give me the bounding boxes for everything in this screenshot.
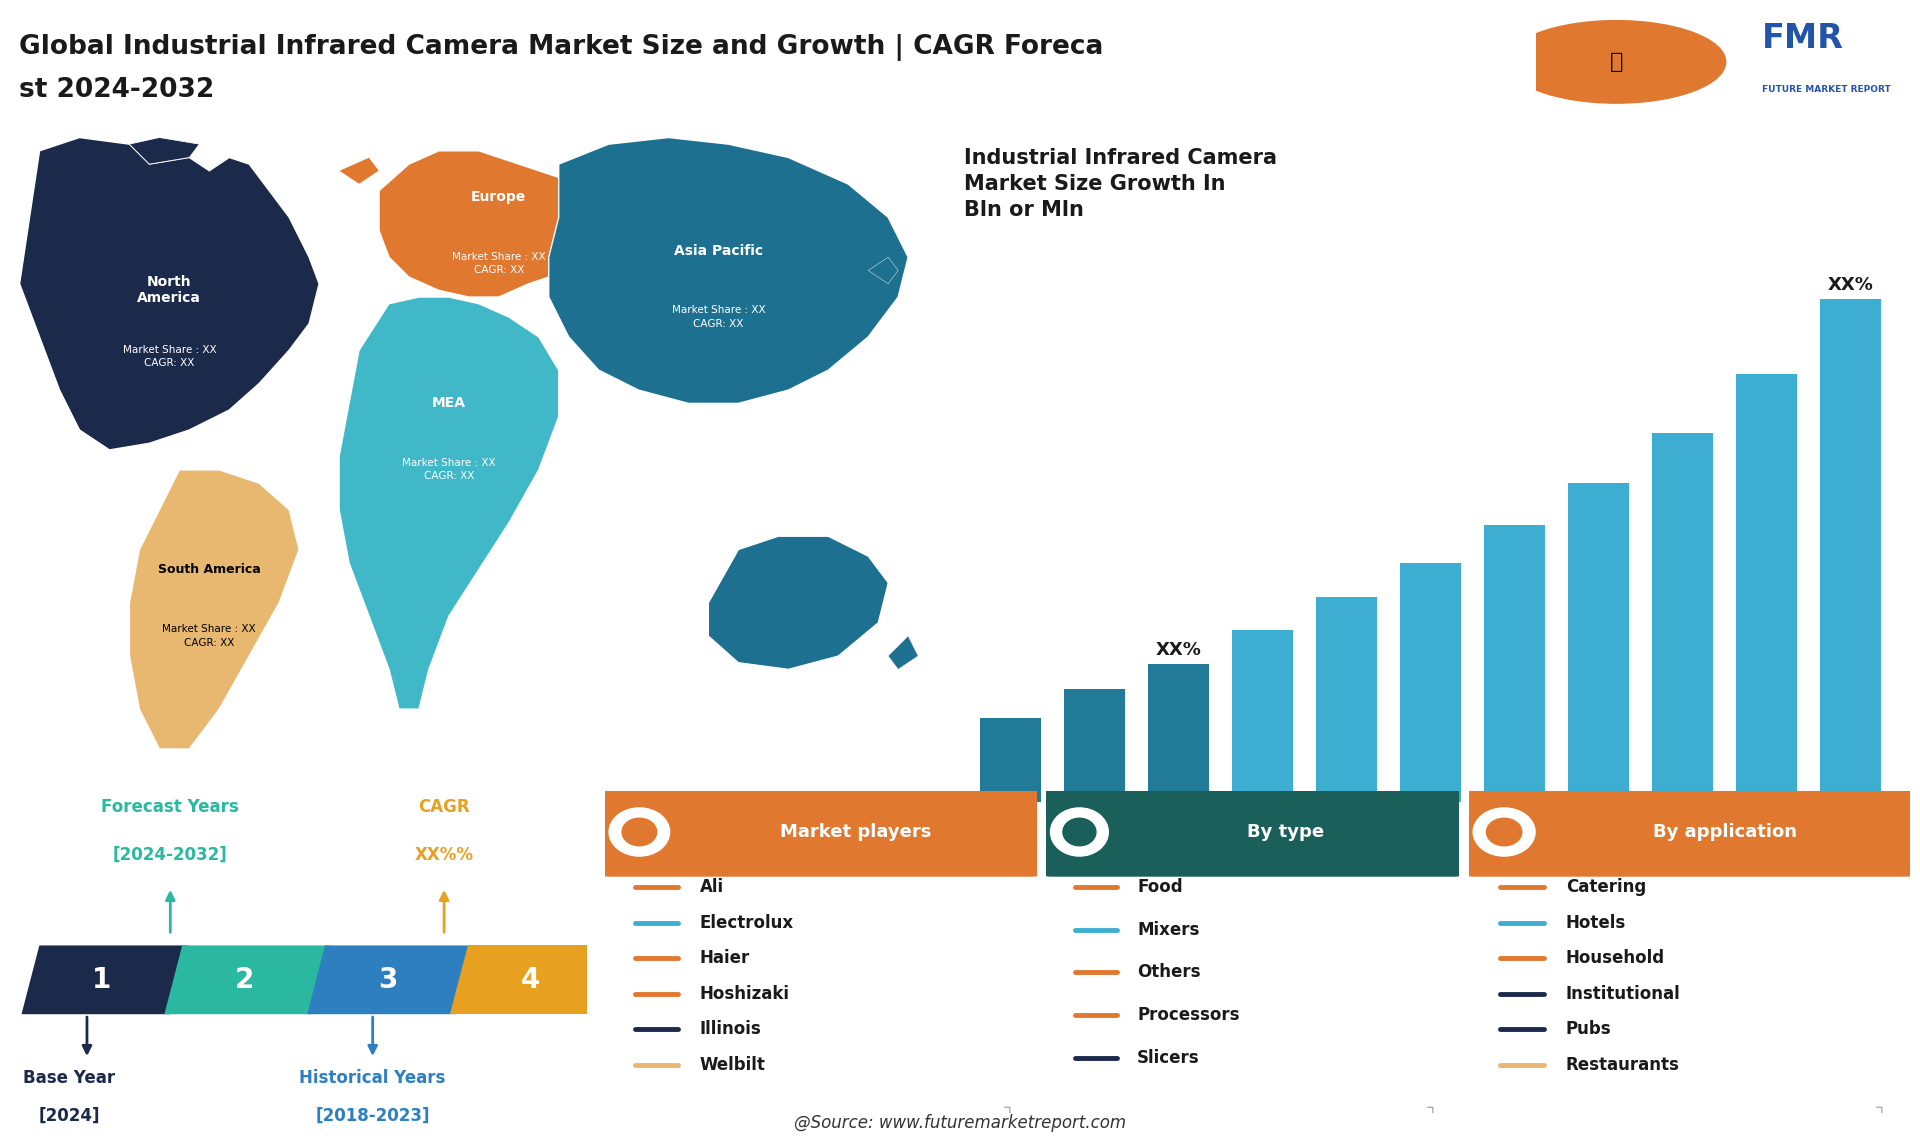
Text: XX%: XX% [1828,276,1874,293]
Text: Hotels: Hotels [1567,913,1626,932]
Text: @Source: www.futuremarketreport.com: @Source: www.futuremarketreport.com [795,1114,1125,1132]
Text: Market players: Market players [780,823,931,841]
Text: XX%%: XX%% [415,846,474,864]
Text: ⌝: ⌝ [1002,1106,1012,1124]
Polygon shape [307,945,474,1014]
Circle shape [1064,818,1096,846]
Text: Institutional: Institutional [1567,984,1680,1003]
FancyBboxPatch shape [595,787,1044,877]
Polygon shape [340,297,559,709]
FancyBboxPatch shape [1039,787,1467,877]
Text: North
America: North America [138,275,202,306]
Text: Market Share : XX
CAGR: XX: Market Share : XX CAGR: XX [401,458,495,481]
Text: Pubs: Pubs [1567,1020,1611,1038]
Text: MEA: MEA [432,397,467,410]
Polygon shape [165,945,330,1014]
Text: [2024]: [2024] [38,1107,100,1125]
Text: [2024-2032]: [2024-2032] [113,846,228,864]
Text: Food: Food [1137,878,1183,896]
Polygon shape [889,636,918,669]
Text: By application: By application [1653,823,1797,841]
Text: Market Share : XX
CAGR: XX: Market Share : XX CAGR: XX [123,345,217,369]
Text: st 2024-2032: st 2024-2032 [19,77,215,103]
Text: South America: South America [157,563,261,576]
Text: 3: 3 [378,966,397,994]
Polygon shape [868,257,899,284]
Circle shape [609,808,670,856]
Polygon shape [549,138,908,403]
Text: CAGR: CAGR [419,798,470,816]
Polygon shape [708,536,889,669]
Text: Haier: Haier [699,949,751,967]
Bar [1569,484,1628,802]
Text: ⌝: ⌝ [1427,1106,1436,1124]
Text: 2: 2 [234,966,253,994]
Text: Electrolux: Electrolux [699,913,795,932]
Text: Ali: Ali [699,878,724,896]
Bar [1315,597,1377,802]
Text: ⌝: ⌝ [1876,1106,1884,1124]
Bar [1148,664,1210,802]
Text: XX%: XX% [1156,641,1202,659]
Text: 4: 4 [520,966,540,994]
Polygon shape [378,151,609,297]
Bar [1400,563,1461,802]
Text: Global Industrial Infrared Camera Market Size and Growth | CAGR Foreca: Global Industrial Infrared Camera Market… [19,34,1104,62]
Circle shape [1507,21,1726,103]
Text: Others: Others [1137,964,1200,981]
Polygon shape [340,157,378,185]
Text: Industrial Infrared Camera
Market Size Growth In
Bln or Mln: Industrial Infrared Camera Market Size G… [964,148,1277,220]
Circle shape [1486,818,1523,846]
Bar [1233,630,1292,802]
Bar [1820,299,1880,802]
Text: Mixers: Mixers [1137,920,1200,939]
Text: Forecast Years: Forecast Years [102,798,240,816]
Text: Restaurants: Restaurants [1567,1055,1680,1074]
Text: Market Share : XX
CAGR: XX: Market Share : XX CAGR: XX [672,305,766,329]
Text: Historical Years: Historical Years [300,1069,445,1088]
FancyBboxPatch shape [1459,787,1920,877]
Text: Market Share : XX
CAGR: XX: Market Share : XX CAGR: XX [163,625,255,647]
Text: Household: Household [1567,949,1665,967]
Text: 📷: 📷 [1609,52,1622,72]
Text: Illinois: Illinois [699,1020,762,1038]
Text: Catering: Catering [1567,878,1645,896]
Circle shape [1473,808,1536,856]
Text: Welbilt: Welbilt [699,1055,766,1074]
Polygon shape [19,138,319,450]
Bar [1484,525,1544,802]
Text: Slicers: Slicers [1137,1049,1200,1067]
Text: Base Year: Base Year [23,1069,115,1088]
Circle shape [622,818,657,846]
Polygon shape [129,138,200,164]
Text: Europe: Europe [470,190,526,204]
Text: 1: 1 [92,966,111,994]
Polygon shape [129,470,300,749]
Text: [2018-2023]: [2018-2023] [315,1107,430,1125]
Text: Hoshizaki: Hoshizaki [699,984,789,1003]
Bar [979,719,1041,802]
Bar [1736,375,1797,802]
Text: FUTURE MARKET REPORT: FUTURE MARKET REPORT [1763,85,1891,94]
Polygon shape [21,945,188,1014]
Text: FMR: FMR [1763,22,1843,55]
Text: By type: By type [1248,823,1325,841]
Bar [1064,689,1125,802]
Bar [1651,433,1713,802]
Text: Asia Pacific: Asia Pacific [674,243,762,258]
Polygon shape [449,945,588,1014]
Circle shape [1050,808,1108,856]
Text: Processors: Processors [1137,1006,1240,1023]
Text: Market Share : XX
CAGR: XX: Market Share : XX CAGR: XX [451,252,545,275]
